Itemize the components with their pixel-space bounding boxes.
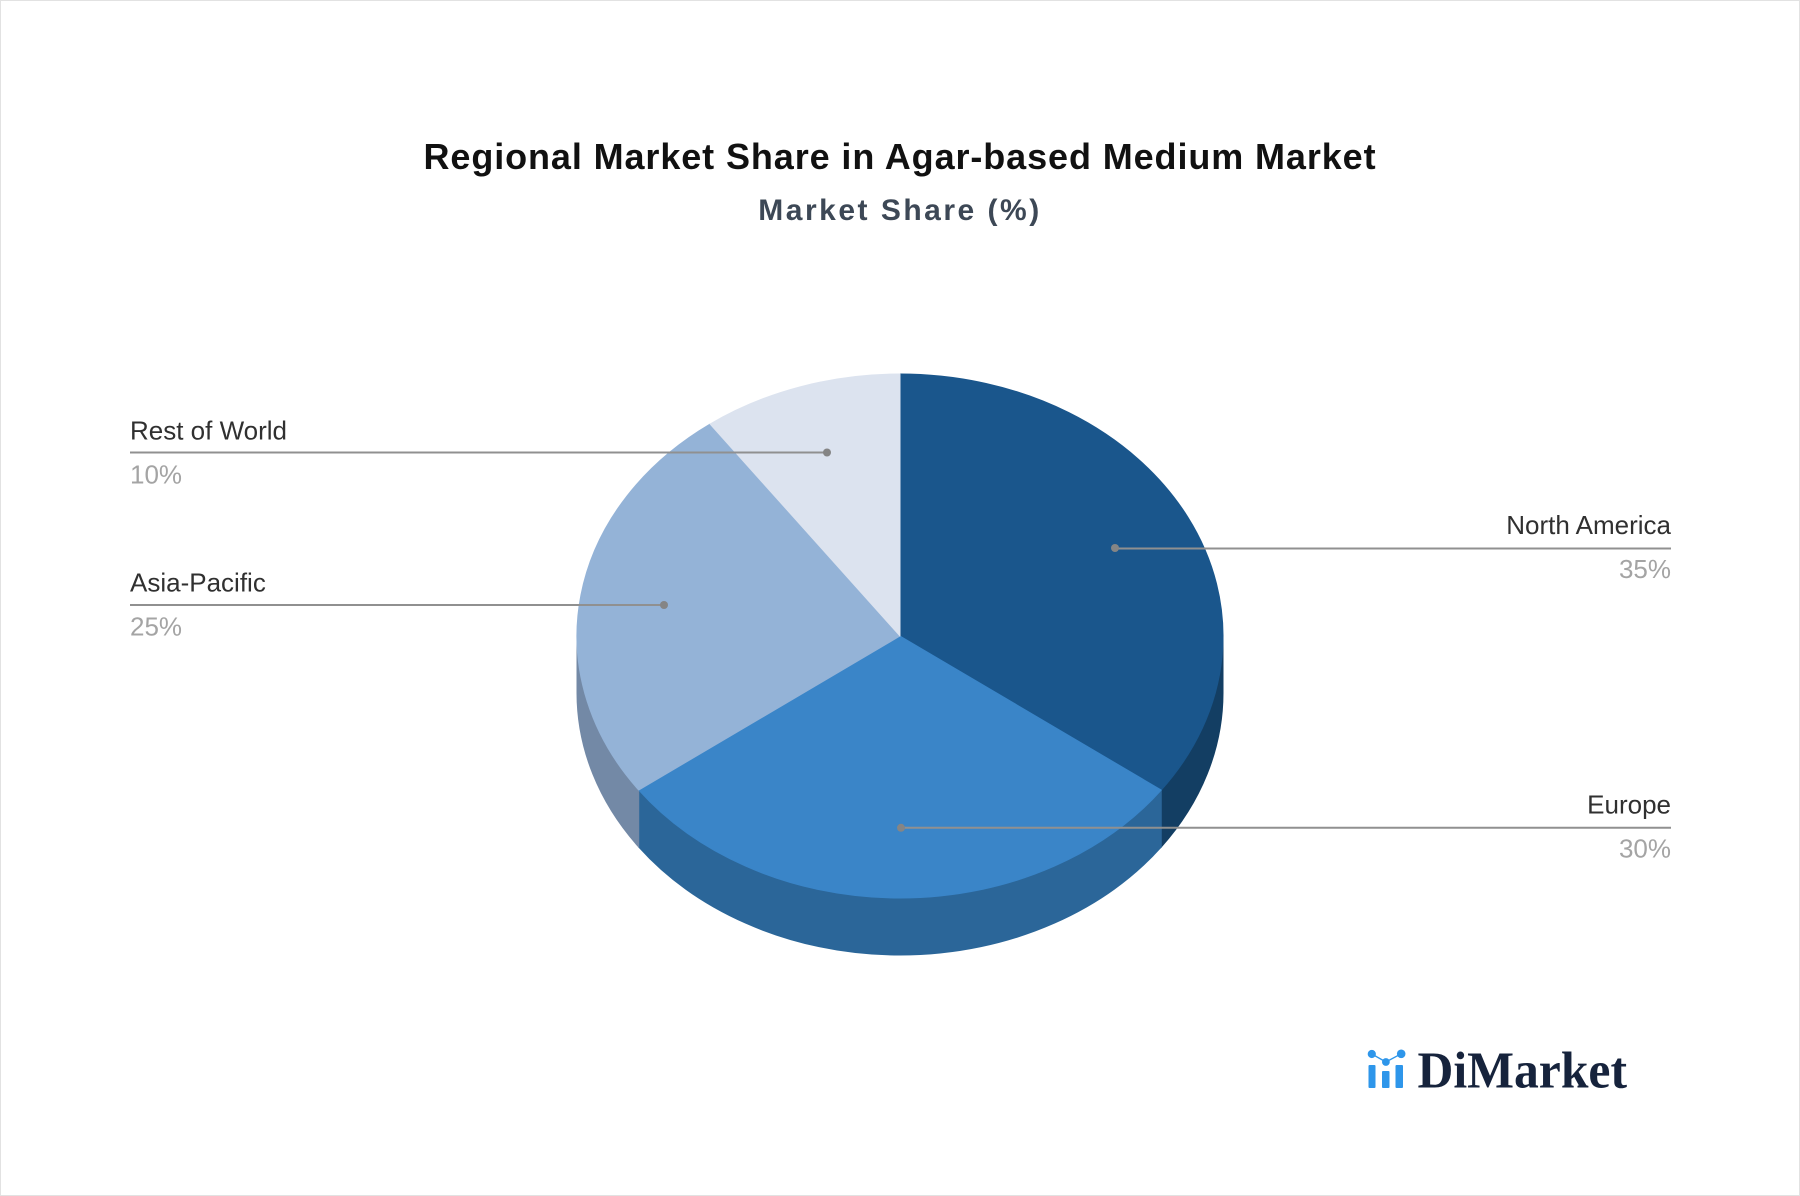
svg-text:North America: North America <box>1506 510 1671 540</box>
svg-text:35%: 35% <box>1619 554 1671 584</box>
svg-text:25%: 25% <box>130 612 182 642</box>
svg-text:DiMarket: DiMarket <box>1418 1043 1628 1100</box>
svg-text:Asia-Pacific: Asia-Pacific <box>130 568 266 598</box>
svg-text:30%: 30% <box>1619 834 1671 864</box>
svg-text:Market Share (%): Market Share (%) <box>758 194 1041 227</box>
svg-text:10%: 10% <box>130 459 182 489</box>
svg-text:Regional Market Share in Agar-: Regional Market Share in Agar-based Medi… <box>424 136 1377 177</box>
svg-text:Rest of World: Rest of World <box>130 416 287 446</box>
svg-text:Europe: Europe <box>1587 790 1671 820</box>
